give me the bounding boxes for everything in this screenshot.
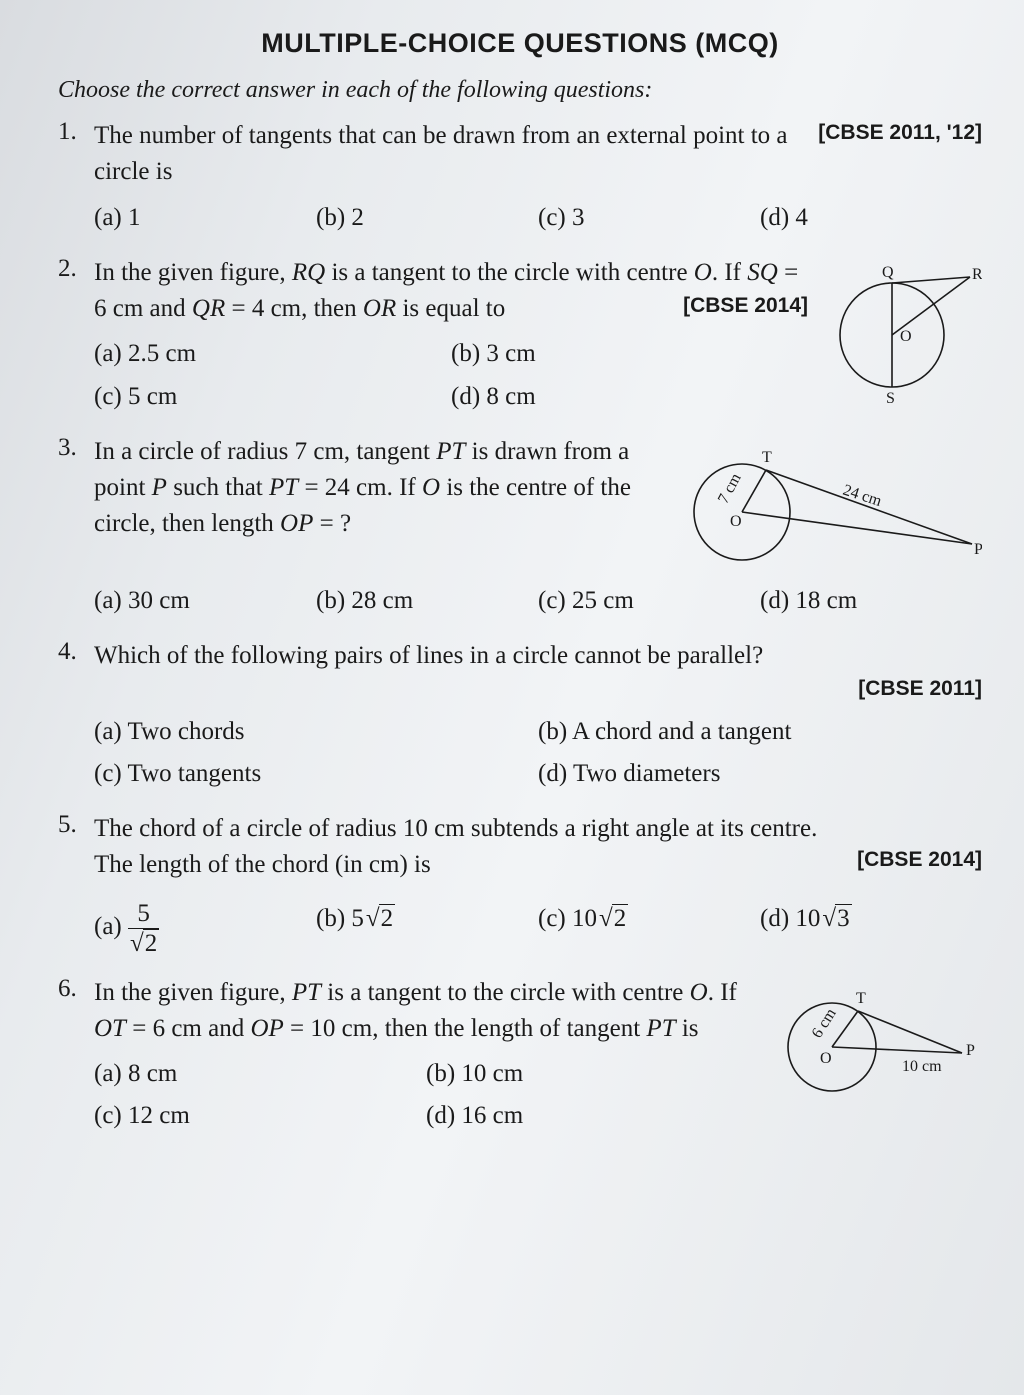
q1-citation: [CBSE 2011, '12] [818, 118, 982, 148]
q6-opt-c[interactable]: (c) 12 cm [94, 1095, 426, 1137]
q5-options: (a) 52 (b) 52 (c) 102 (d) 103 [94, 898, 982, 959]
svg-text:T: T [856, 990, 866, 1007]
q4-opt-a[interactable]: (a) Two chords [94, 711, 538, 753]
svg-text:6 cm: 6 cm [809, 1005, 840, 1041]
q1-opt-d[interactable]: (d) 4 [760, 197, 982, 239]
q6-text: In the given figure, PT is a tangent to … [94, 979, 737, 1042]
q5-opt-b[interactable]: (b) 52 [316, 898, 538, 959]
question-5: 5. [CBSE 2014] The chord of a circle of … [58, 811, 982, 959]
q4-citation: [CBSE 2011] [94, 674, 982, 704]
instruction: Choose the correct answer in each of the… [58, 77, 982, 104]
svg-text:O: O [820, 1050, 832, 1067]
q5-number: 5. [58, 811, 86, 839]
q1-opt-c[interactable]: (c) 3 [538, 197, 760, 239]
svg-text:P: P [966, 1042, 975, 1059]
q6-opt-d[interactable]: (d) 16 cm [426, 1095, 758, 1137]
q2-figure: Q R O S [822, 255, 982, 405]
q6-number: 6. [58, 975, 86, 1003]
q2-opt-b[interactable]: (b) 3 cm [451, 333, 808, 375]
svg-text:O: O [900, 328, 912, 345]
svg-text:7 cm: 7 cm [715, 470, 745, 506]
question-6: 6. In the given figure, PT is a tangent … [58, 975, 982, 1138]
q3-opt-d[interactable]: (d) 18 cm [760, 580, 982, 622]
q4-text: Which of the following pairs of lines in… [94, 638, 982, 674]
q5-text: The chord of a circle of radius 10 cm su… [94, 811, 982, 884]
q3-figure: T P O 7 cm 24 cm [682, 434, 982, 574]
q5-opt-d[interactable]: (d) 103 [760, 898, 982, 959]
svg-text:Q: Q [882, 264, 894, 281]
q6-options: (a) 8 cm (b) 10 cm (c) 12 cm (d) 16 cm [94, 1053, 758, 1138]
q4-opt-b[interactable]: (b) A chord and a tangent [538, 711, 982, 753]
question-2: 2. In the given figure, RQ is a tangent … [58, 255, 982, 418]
svg-text:S: S [886, 390, 895, 405]
q1-options: (a) 1 (b) 2 (c) 3 (d) 4 [94, 197, 982, 239]
q4-opt-d[interactable]: (d) Two diameters [538, 753, 982, 795]
q2-opt-d[interactable]: (d) 8 cm [451, 376, 808, 418]
question-3: 3. In a circle of radius 7 cm, tangent P… [58, 434, 982, 622]
q2-opt-a[interactable]: (a) 2.5 cm [94, 333, 451, 375]
q3-opt-c[interactable]: (c) 25 cm [538, 580, 760, 622]
svg-text:T: T [762, 449, 772, 466]
q4-options: (a) Two chords (b) A chord and a tangent… [94, 711, 982, 796]
q1-opt-b[interactable]: (b) 2 [316, 197, 538, 239]
q2-number: 2. [58, 255, 86, 283]
q5-opt-a[interactable]: (a) 52 [94, 898, 316, 959]
q3-opt-a[interactable]: (a) 30 cm [94, 580, 316, 622]
page-title: MULTIPLE-CHOICE QUESTIONS (MCQ) [58, 28, 982, 59]
svg-text:P: P [974, 541, 982, 558]
q2-citation: [CBSE 2014] [683, 291, 808, 321]
q4-opt-c[interactable]: (c) Two tangents [94, 753, 538, 795]
svg-text:10 cm: 10 cm [902, 1058, 942, 1075]
svg-text:24 cm: 24 cm [841, 481, 884, 510]
q1-opt-a[interactable]: (a) 1 [94, 197, 316, 239]
q2-options: (a) 2.5 cm (b) 3 cm (c) 5 cm (d) 8 cm [94, 333, 808, 418]
q6-figure: T P O 6 cm 10 cm [772, 975, 982, 1105]
q6-opt-b[interactable]: (b) 10 cm [426, 1053, 758, 1095]
svg-text:R: R [972, 266, 982, 283]
q4-number: 4. [58, 638, 86, 666]
q6-opt-a[interactable]: (a) 8 cm [94, 1053, 426, 1095]
q5-opt-c[interactable]: (c) 102 [538, 898, 760, 959]
q3-text: In a circle of radius 7 cm, tangent PT i… [94, 438, 631, 538]
q2-opt-c[interactable]: (c) 5 cm [94, 376, 451, 418]
svg-text:O: O [730, 513, 742, 530]
q5-citation: [CBSE 2014] [857, 845, 982, 875]
q3-number: 3. [58, 434, 86, 462]
question-4: 4. Which of the following pairs of lines… [58, 638, 982, 795]
q3-options: (a) 30 cm (b) 28 cm (c) 25 cm (d) 18 cm [94, 580, 982, 622]
q1-number: 1. [58, 118, 86, 146]
question-1: 1. [CBSE 2011, '12] The number of tangen… [58, 118, 982, 239]
q3-opt-b[interactable]: (b) 28 cm [316, 580, 538, 622]
